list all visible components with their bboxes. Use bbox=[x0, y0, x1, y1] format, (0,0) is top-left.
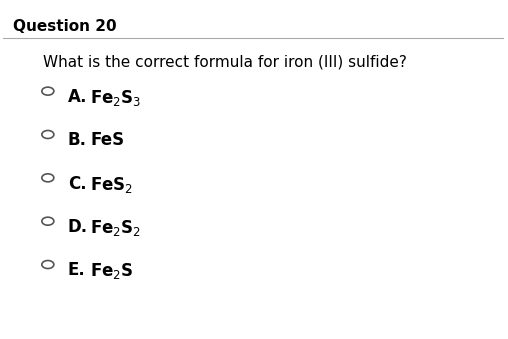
Text: FeS: FeS bbox=[90, 131, 124, 149]
Circle shape bbox=[42, 174, 54, 182]
Text: E.: E. bbox=[68, 261, 86, 279]
Text: C.: C. bbox=[68, 175, 86, 193]
Text: D.: D. bbox=[68, 218, 88, 236]
Text: Fe$_2$S$_3$: Fe$_2$S$_3$ bbox=[90, 88, 142, 108]
Circle shape bbox=[42, 131, 54, 139]
Text: Fe$_2$S$_2$: Fe$_2$S$_2$ bbox=[90, 218, 142, 238]
Text: What is the correct formula for iron (III) sulfide?: What is the correct formula for iron (II… bbox=[43, 55, 407, 69]
Circle shape bbox=[42, 87, 54, 95]
Text: FeS$_2$: FeS$_2$ bbox=[90, 175, 134, 195]
Text: Question 20: Question 20 bbox=[13, 19, 116, 35]
Text: B.: B. bbox=[68, 131, 87, 149]
Circle shape bbox=[42, 217, 54, 225]
Circle shape bbox=[42, 261, 54, 268]
Text: Fe$_2$S: Fe$_2$S bbox=[90, 261, 134, 281]
Text: A.: A. bbox=[68, 88, 87, 106]
